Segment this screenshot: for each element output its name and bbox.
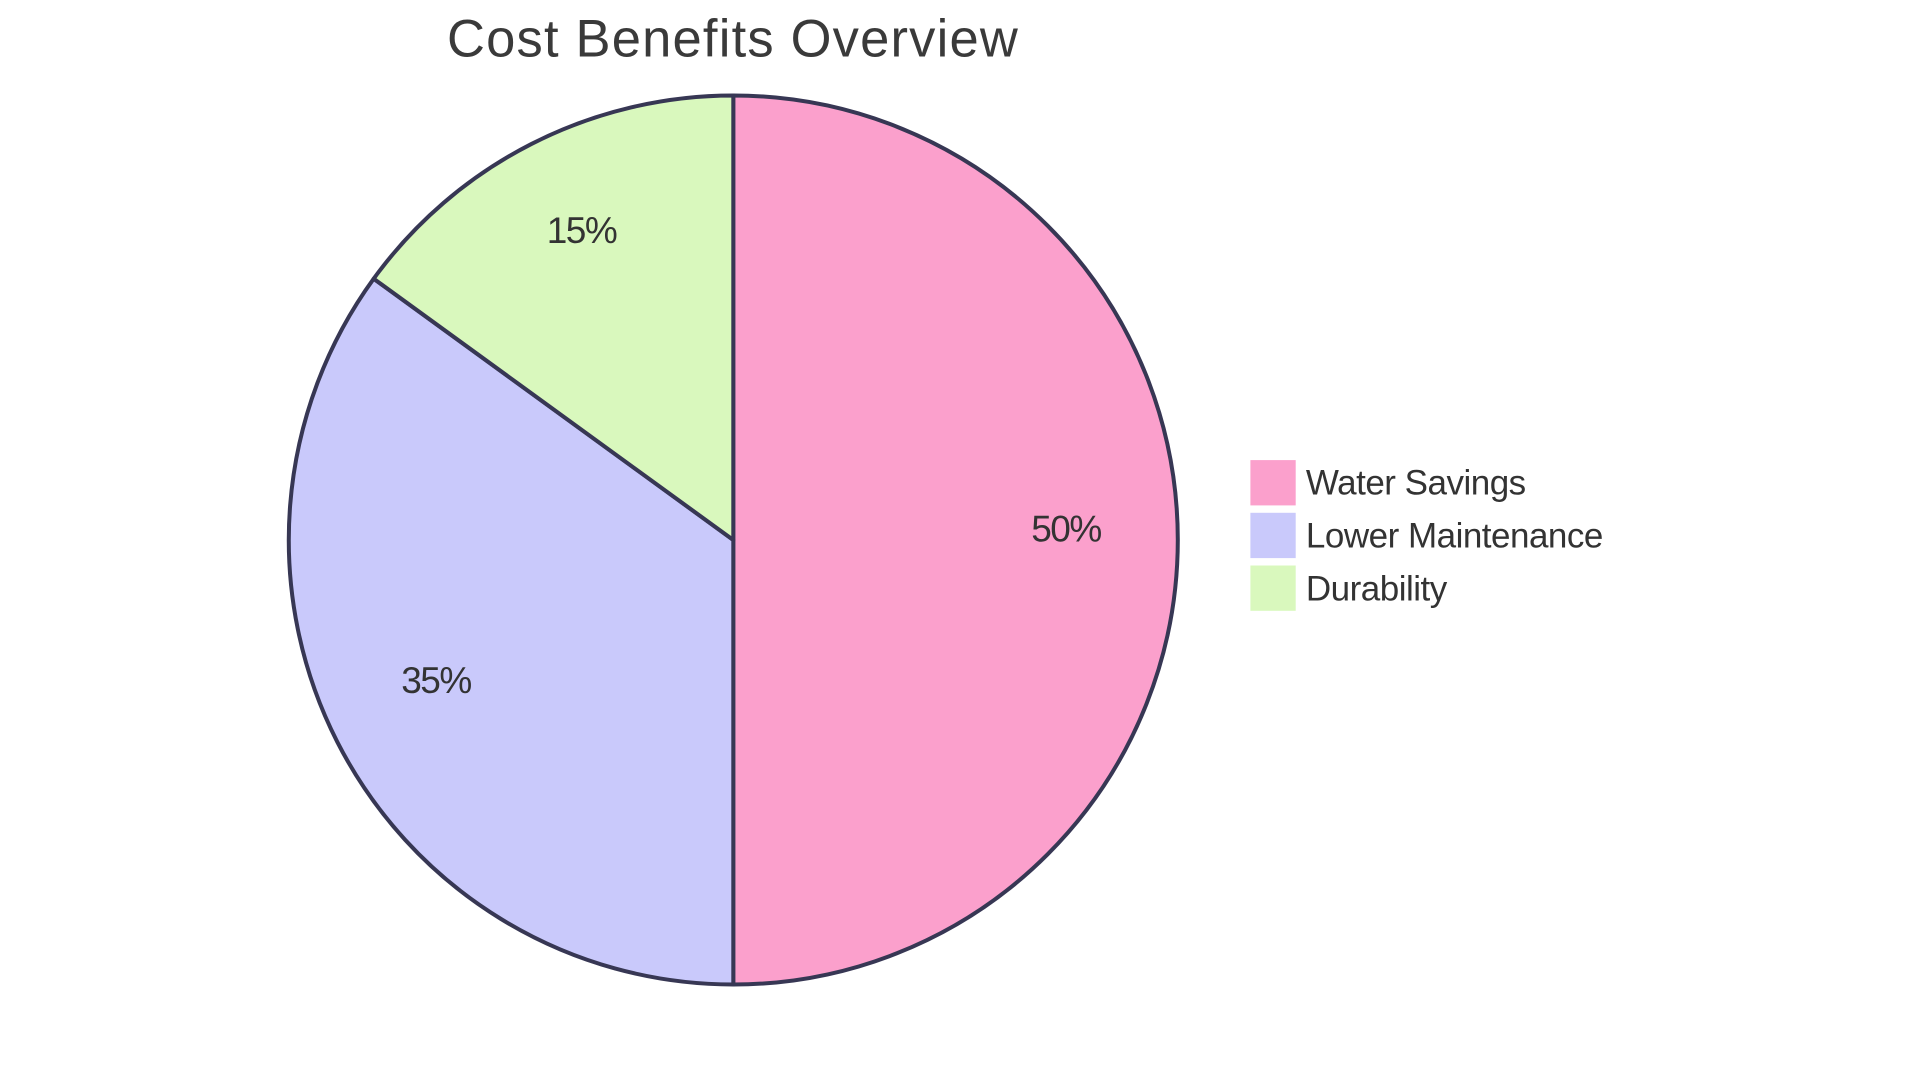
svg-text:Durability: Durability <box>1306 569 1448 608</box>
svg-text:35%: 35% <box>401 660 471 701</box>
svg-text:Cost Benefits Overview: Cost Benefits Overview <box>447 10 1019 69</box>
svg-text:15%: 15% <box>547 210 617 251</box>
svg-text:50%: 50% <box>1031 509 1101 550</box>
svg-text:Lower Maintenance: Lower Maintenance <box>1306 517 1603 556</box>
svg-text:Water Savings: Water Savings <box>1306 464 1526 503</box>
